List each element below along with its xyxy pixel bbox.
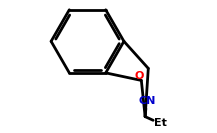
- Text: Et: Et: [154, 118, 167, 128]
- Text: O: O: [135, 71, 144, 81]
- Text: CN: CN: [138, 96, 156, 106]
